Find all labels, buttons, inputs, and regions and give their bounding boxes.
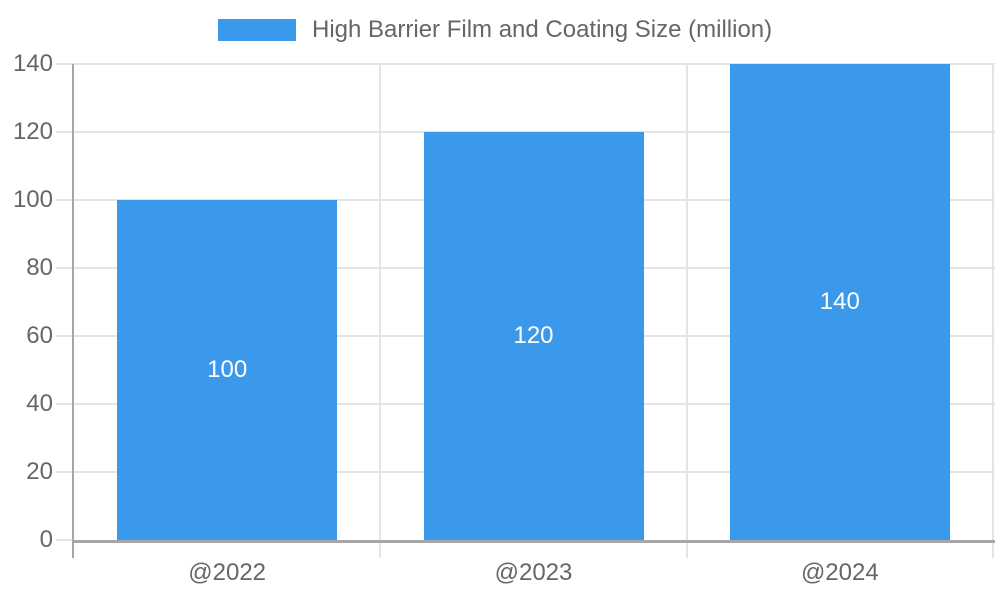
y-axis-tick-label: 120	[12, 118, 53, 145]
bar-value-label: 140	[819, 288, 860, 315]
gridline-horizontal	[56, 63, 995, 65]
gridline-vertical	[992, 64, 994, 558]
y-axis-line	[72, 64, 74, 558]
bar[interactable]: 140	[729, 64, 950, 540]
y-axis-tick-label: 100	[12, 186, 53, 213]
legend-item[interactable]: High Barrier Film and Coating Size (mill…	[218, 16, 772, 44]
bar[interactable]: 120	[423, 132, 644, 540]
y-axis-tick-label: 0	[39, 526, 53, 553]
gridline-vertical	[379, 64, 382, 558]
bar[interactable]: 100	[117, 200, 338, 540]
bar-value-label: 100	[207, 356, 248, 383]
y-axis-tick-label: 140	[12, 50, 53, 77]
x-axis-tick-label: @2023	[494, 559, 573, 586]
x-axis-line	[72, 540, 995, 543]
x-axis-tick-label: @2022	[188, 559, 267, 586]
y-axis-tick-label: 60	[26, 322, 53, 349]
y-axis-tick	[56, 539, 74, 541]
y-axis-tick-label: 80	[26, 254, 53, 281]
legend-swatch	[218, 19, 296, 41]
bar-value-label: 120	[513, 322, 554, 349]
gridline-vertical	[685, 64, 688, 558]
legend-label: High Barrier Film and Coating Size (mill…	[312, 16, 773, 43]
y-axis-tick-label: 40	[26, 390, 53, 417]
x-axis-tick-label: @2024	[800, 559, 879, 586]
y-axis-tick-label: 20	[26, 458, 53, 485]
